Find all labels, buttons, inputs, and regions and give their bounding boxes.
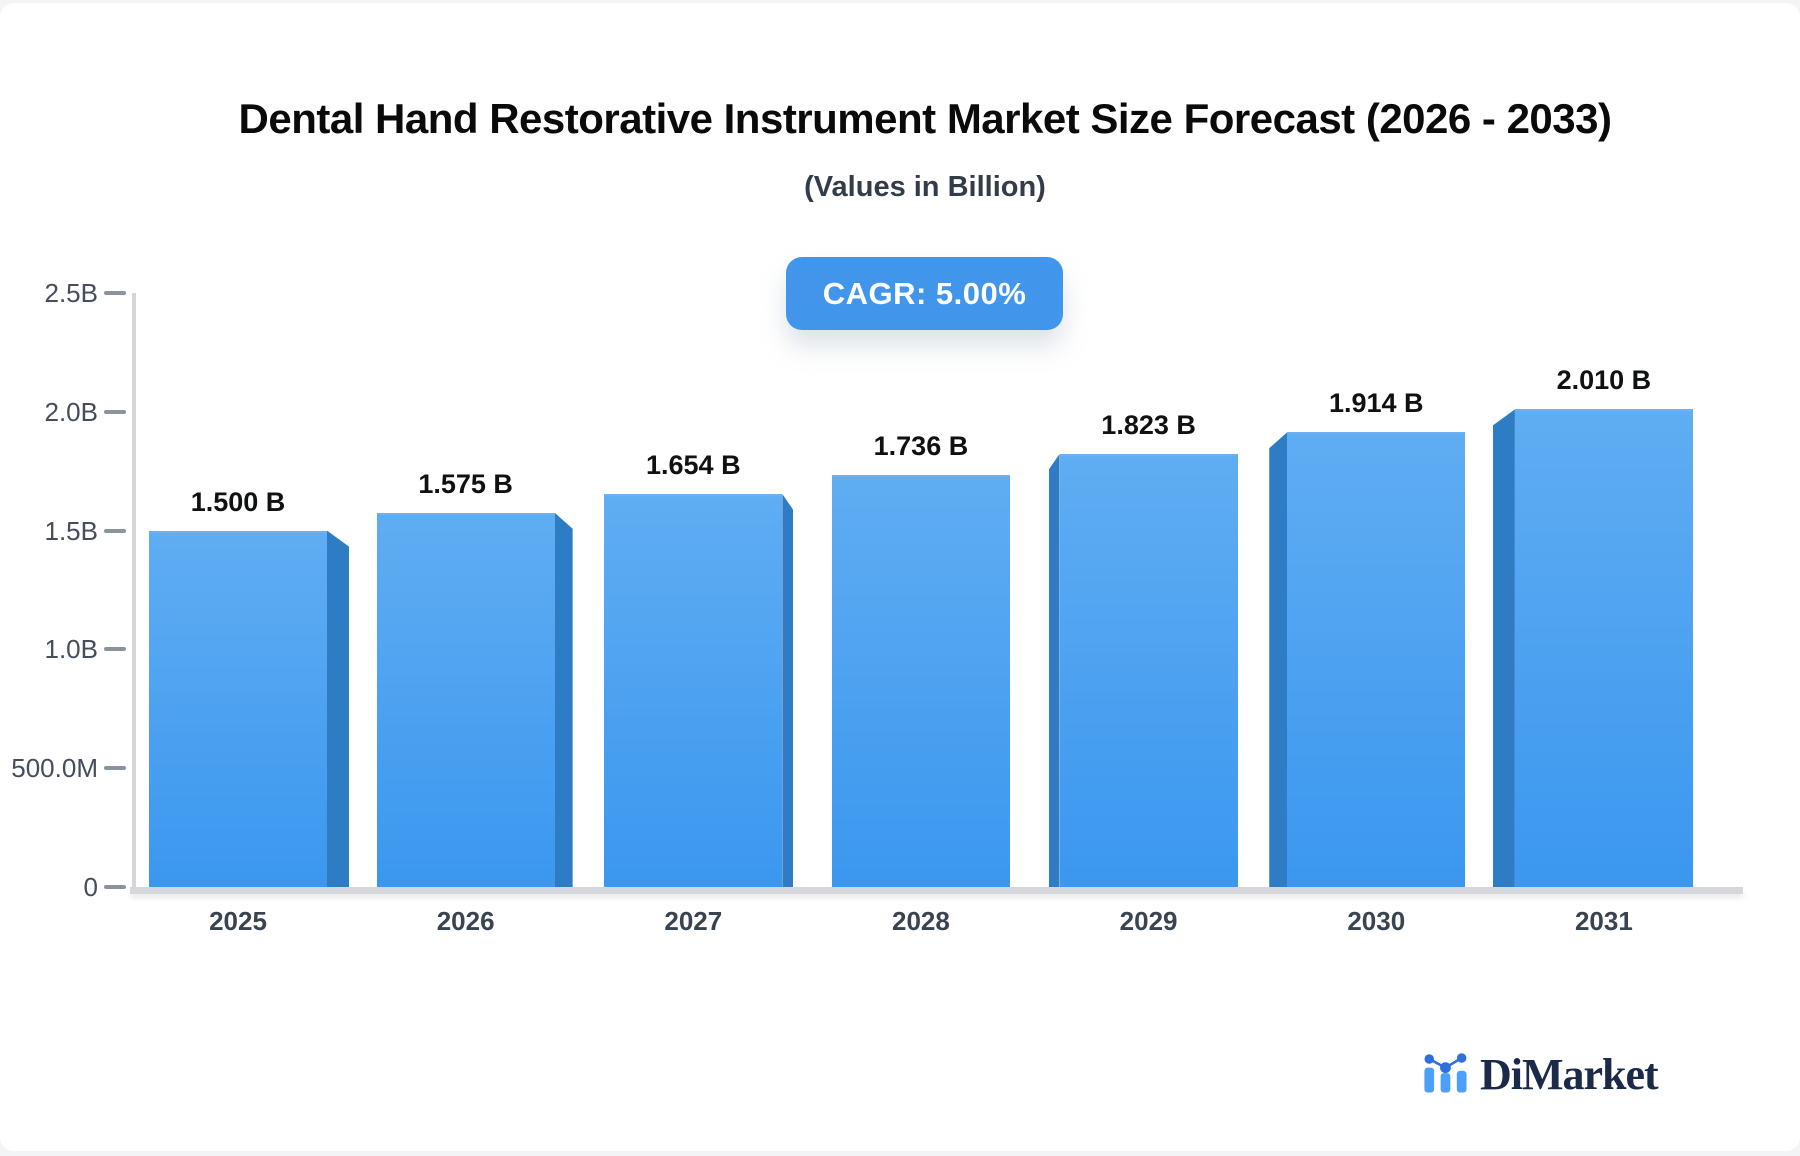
bar-2031 bbox=[1514, 409, 1693, 887]
bar-value-label: 1.500 B bbox=[190, 486, 286, 517]
bar-2026 bbox=[376, 512, 555, 887]
chart-card: Dental Hand Restorative Instrument Marke… bbox=[0, 3, 1800, 1151]
y-axis-tick-mark bbox=[104, 409, 126, 414]
bar-2027 bbox=[604, 494, 783, 887]
cagr-badge-label: CAGR: 5.00% bbox=[822, 275, 1027, 311]
y-axis-tick-mark bbox=[104, 528, 126, 533]
y-axis-tick-label: 1.0B bbox=[44, 634, 99, 665]
x-axis-label-2030: 2030 bbox=[1347, 906, 1406, 936]
y-axis-tick-mark bbox=[104, 291, 126, 295]
y-axis-tick-mark bbox=[104, 647, 126, 652]
y-axis-tick-label: 500.0M bbox=[11, 753, 98, 784]
bar-2025 bbox=[149, 530, 327, 887]
dimarket-logo-text: DiMarket bbox=[1480, 1050, 1659, 1099]
chart-subtitle: (Values in Billion) bbox=[804, 171, 1046, 203]
bar-3d-side bbox=[554, 512, 573, 887]
bar-value-label: 1.736 B bbox=[873, 430, 969, 461]
bar-value-label: 1.654 B bbox=[646, 450, 741, 480]
bar-3d-side bbox=[1492, 409, 1515, 887]
bar-2030 bbox=[1287, 432, 1466, 887]
dimarket-logo: DiMarket bbox=[1420, 1039, 1659, 1101]
bar-2028 bbox=[831, 474, 1010, 887]
chart-title: Dental Hand Restorative Instrument Marke… bbox=[238, 95, 1613, 142]
y-axis-tick-label: 1.5B bbox=[44, 515, 99, 546]
x-axis-baseline bbox=[130, 887, 1743, 894]
x-axis-label-2025: 2025 bbox=[209, 906, 267, 936]
bar-2029 bbox=[1059, 453, 1238, 887]
x-axis-label-2026: 2026 bbox=[436, 906, 495, 936]
bar-3d-side bbox=[1048, 453, 1060, 887]
y-axis-tick-label: 0 bbox=[83, 872, 98, 902]
x-axis-label-2029: 2029 bbox=[1119, 906, 1178, 936]
bar-3d-side bbox=[782, 494, 794, 887]
y-axis-tick-label: 2.5B bbox=[44, 278, 99, 308]
cagr-badge: CAGR: 5.00% bbox=[786, 257, 1063, 330]
bar-chart-plot-area: 0 500.0M 1.0B 1.5B 2.0B 2.5B 1.500 B 2025 1.575 … bbox=[0, 3, 1800, 1151]
x-axis-label-2027: 2027 bbox=[664, 906, 723, 936]
y-axis-tick-mark bbox=[104, 885, 126, 889]
x-axis-label-2028: 2028 bbox=[892, 906, 950, 936]
y-axis-tick-label: 2.0B bbox=[44, 396, 99, 427]
bar-value-label: 1.914 B bbox=[1328, 388, 1424, 419]
bar-value-label: 1.575 B bbox=[418, 468, 513, 499]
x-axis-label-2031: 2031 bbox=[1574, 906, 1633, 936]
y-axis-tick-mark bbox=[104, 766, 126, 771]
bar-3d-side bbox=[1269, 432, 1288, 887]
bar-value-label: 2.010 B bbox=[1556, 365, 1652, 396]
bar-3d-side bbox=[327, 530, 349, 887]
dimarket-bar-chart-logo-icon bbox=[1424, 1053, 1467, 1093]
bar-value-label: 1.823 B bbox=[1101, 409, 1196, 440]
y-axis-line bbox=[132, 293, 136, 887]
